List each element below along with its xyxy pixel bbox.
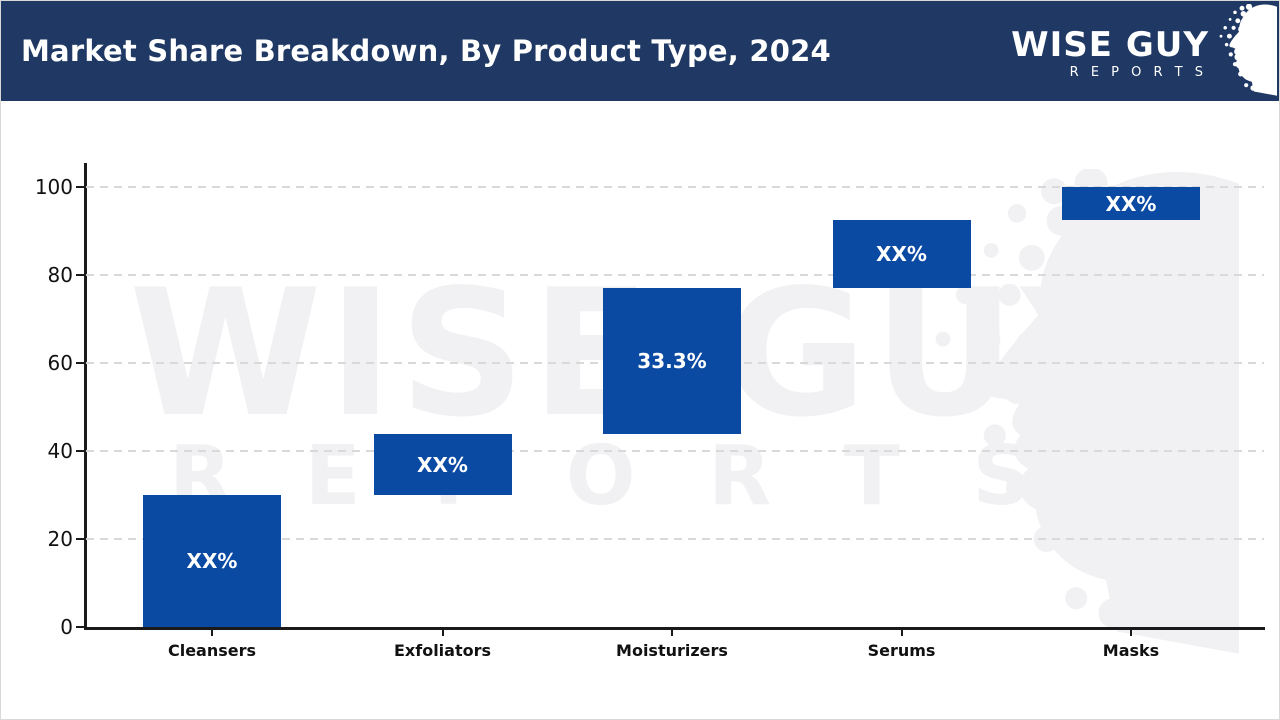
gridline-100	[86, 186, 1264, 188]
y-tick-label-60: 60	[47, 351, 73, 375]
brand-logo: WISE GUY R E P O R T S	[1011, 1, 1279, 101]
bar-cleansers: XX%	[143, 495, 281, 627]
y-axis-line	[84, 163, 87, 629]
bar-exfoliators: XX%	[373, 434, 512, 495]
x-axis-line	[84, 627, 1265, 630]
bar-value-label: XX%	[186, 549, 238, 573]
watermark-text-line2: R E P O R T S	[169, 429, 1054, 524]
x-tick-serums	[900, 629, 903, 636]
x-tick-moisturizers	[671, 629, 673, 636]
y-tick-label-40: 40	[47, 439, 73, 463]
y-tick-80	[76, 274, 84, 276]
gridline-80	[86, 274, 1264, 276]
y-tick-label-0: 0	[60, 615, 73, 639]
y-tick-20	[76, 538, 84, 540]
y-tick-0	[76, 626, 84, 628]
x-tick-label-masks: Masks	[1102, 641, 1160, 660]
gridline-40	[86, 450, 1264, 452]
bar-value-label: XX%	[876, 241, 927, 266]
x-tick-label-cleansers: Cleansers	[167, 641, 257, 660]
bar-value-label: 33.3%	[637, 349, 707, 373]
header-bar: Market Share Breakdown, By Product Type,…	[1, 1, 1279, 101]
bar-moisturizers: 33.3%	[603, 287, 741, 435]
x-tick-cleansers	[211, 629, 213, 636]
bar-masks: XX%	[1062, 187, 1200, 220]
x-tick-label-exfoliators: Exfoliators	[393, 641, 492, 660]
bar-value-label: XX%	[417, 452, 468, 477]
y-tick-label-80: 80	[47, 263, 73, 287]
y-tick-100	[76, 186, 84, 188]
gridline-20	[86, 538, 1264, 540]
page-title: Market Share Breakdown, By Product Type,…	[21, 34, 831, 68]
y-tick-label-100: 100	[34, 175, 73, 199]
y-tick-40	[76, 450, 84, 452]
y-tick-label-20: 20	[47, 527, 73, 551]
x-tick-exfoliators	[441, 629, 444, 636]
x-tick-masks	[1130, 629, 1132, 636]
x-tick-label-moisturizers: Moisturizers	[616, 641, 728, 660]
bar-value-label: XX%	[1105, 191, 1157, 216]
logo-subtitle: R E P O R T S	[1069, 65, 1207, 80]
bar-serums: XX%	[832, 220, 971, 288]
y-tick-60	[76, 362, 84, 364]
logo-face-icon	[1219, 4, 1277, 96]
x-tick-label-serums: Serums	[867, 641, 936, 660]
logo-wordmark: WISE GUY	[1011, 25, 1209, 65]
